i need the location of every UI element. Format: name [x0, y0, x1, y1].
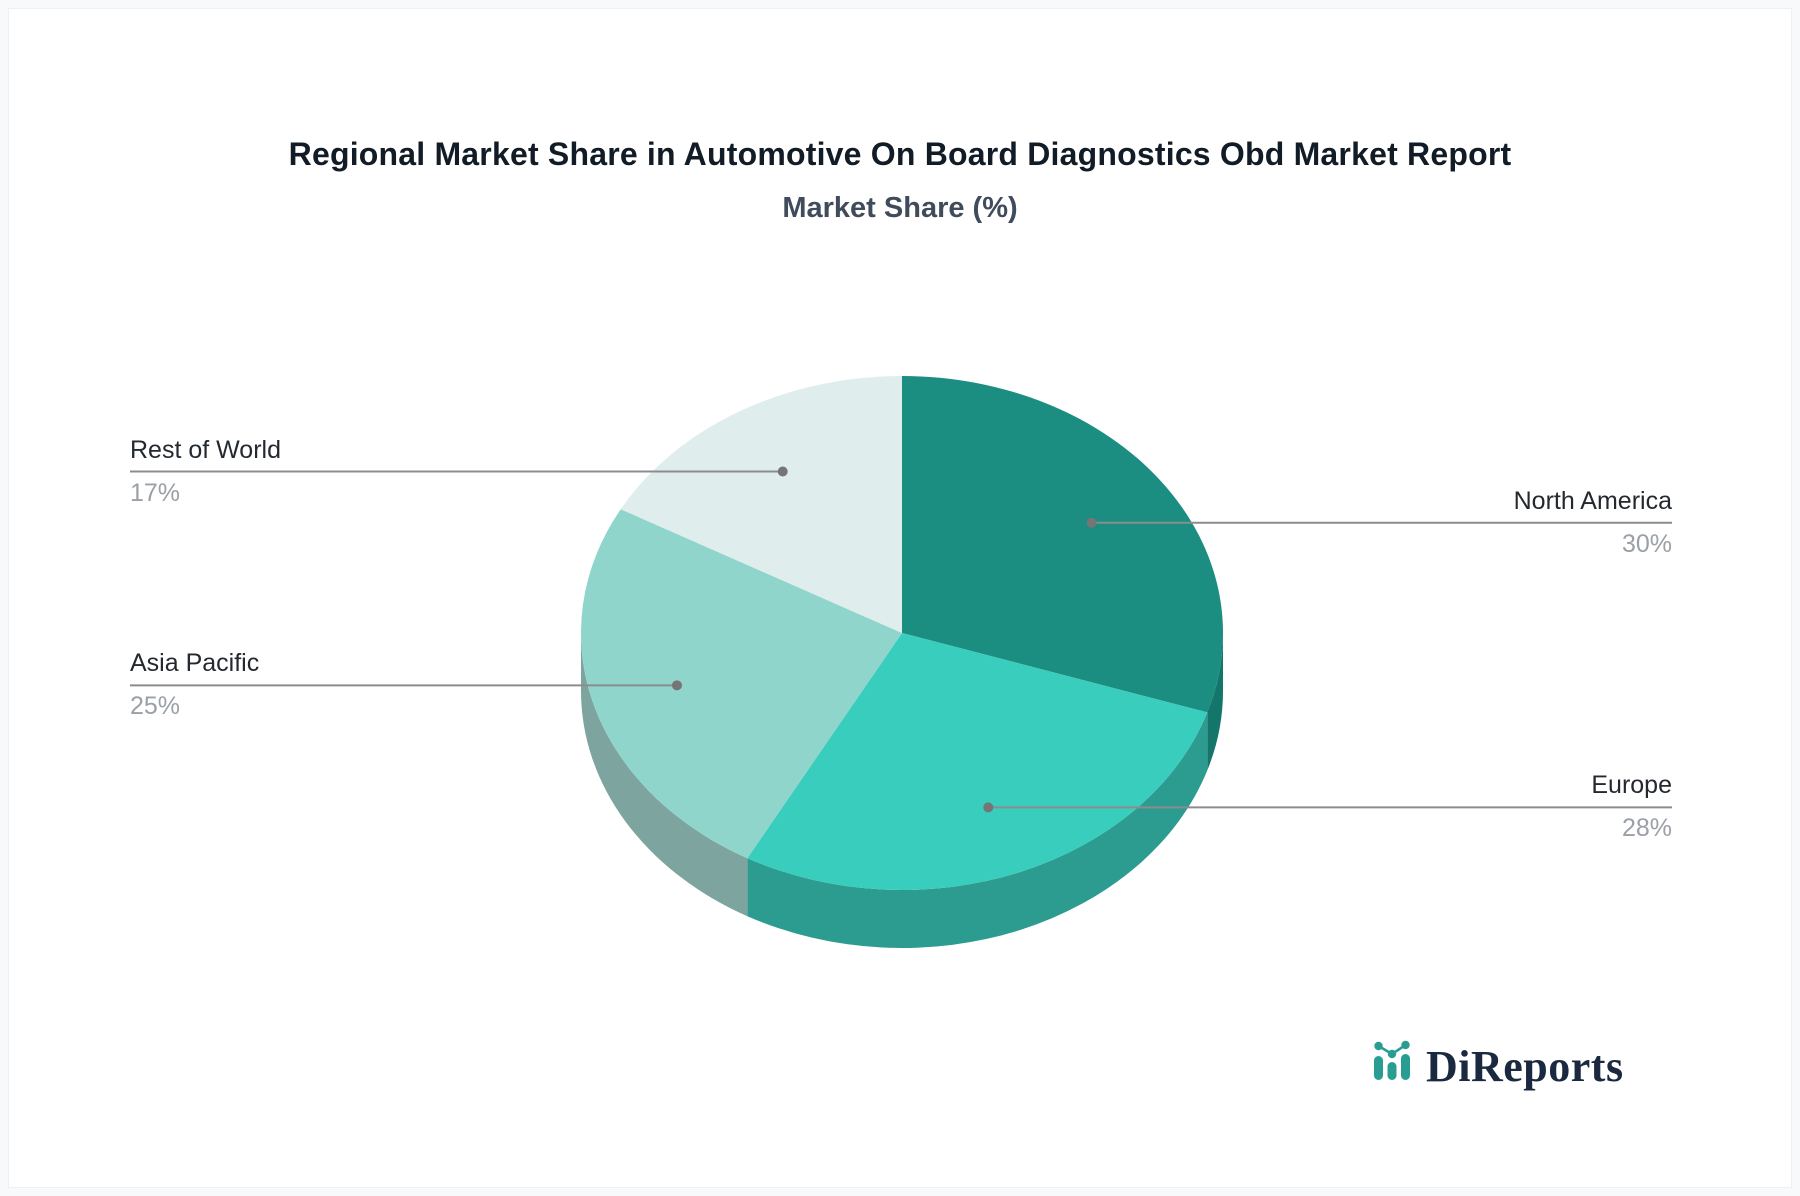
callout-europe: Europe 28% — [1591, 770, 1672, 843]
brand-logo-text: DiReports — [1426, 1042, 1624, 1091]
leader-dot-north-america — [1086, 517, 1097, 528]
pie-slice-side-north-america — [1207, 633, 1223, 771]
leader-dot-asia-pacific — [671, 680, 682, 691]
pie-slice-europe — [747, 633, 1208, 890]
chart-subtitle: Market Share (%) — [782, 192, 1018, 224]
pie-slice-asia-pacific — [581, 509, 902, 859]
pie-slice-side-europe — [747, 712, 1208, 948]
callout-asia-pacific: Asia Pacific 25% — [130, 648, 259, 721]
pie-slice-side-asia-pacific — [581, 633, 748, 917]
slice-label-rest-of-world: Rest of World — [130, 435, 281, 464]
slice-pct-europe: 28% — [1621, 814, 1672, 843]
slice-label-north-america: North America — [1513, 486, 1672, 515]
callout-rest-of-world: Rest of World 17% — [130, 435, 281, 508]
slice-pct-north-america: 30% — [1621, 529, 1672, 558]
slice-label-europe: Europe — [1591, 771, 1672, 800]
slice-label-asia-pacific: Asia Pacific — [130, 649, 260, 678]
slice-pct-asia-pacific: 25% — [130, 692, 181, 721]
leader-dot-europe — [983, 802, 994, 813]
pie-slice-rest-of-world — [620, 376, 902, 633]
slice-pct-rest-of-world: 17% — [130, 478, 181, 507]
bar-line-chart-icon — [1374, 1040, 1410, 1080]
chart-title: Regional Market Share in Automotive On B… — [288, 136, 1512, 172]
callout-north-america: North America 30% — [1514, 486, 1672, 559]
pie-slice-north-america — [902, 376, 1224, 713]
leader-dot-rest-of-world — [777, 466, 788, 477]
brand-logo: DiReports — [1372, 1038, 1624, 1108]
